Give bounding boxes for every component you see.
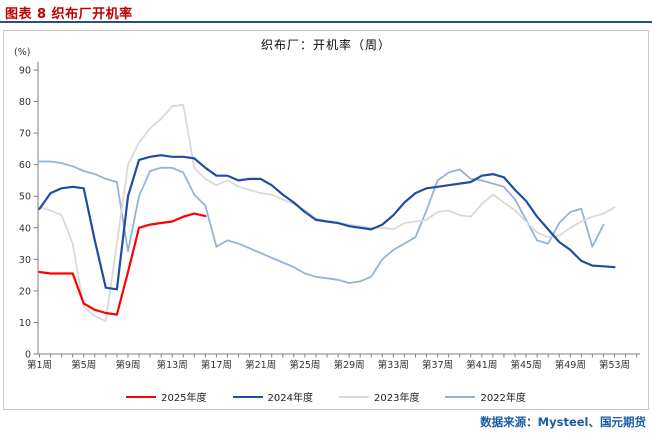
x-tick-label: 第1周 xyxy=(27,359,52,371)
legend-swatch xyxy=(126,395,157,398)
x-tick-label: 第9周 xyxy=(115,359,140,371)
series-line-2022年度 xyxy=(38,160,605,284)
x-tick-label: 第29周 xyxy=(334,359,365,371)
x-tick-label: 第5周 xyxy=(71,359,96,371)
series-line-2024年度 xyxy=(38,154,616,291)
legend-swatch xyxy=(232,395,263,398)
y-tick-label: 40 xyxy=(19,223,31,234)
legend-item: 2025年度 xyxy=(126,389,207,404)
chart-title: 织布厂：开机率（周） xyxy=(260,38,391,52)
x-tick-label: 第13周 xyxy=(157,359,188,371)
y-tick-label: 10 xyxy=(19,318,31,329)
x-tick-label: 第41周 xyxy=(466,359,497,371)
x-tick-label: 第53周 xyxy=(599,359,630,371)
y-tick-label: 90 xyxy=(19,66,31,77)
legend-swatch xyxy=(445,395,476,398)
y-tick-label: 20 xyxy=(19,286,31,297)
x-tick-label: 第45周 xyxy=(511,359,542,371)
x-tick-label: 第33周 xyxy=(378,359,409,371)
legend-item: 2023年度 xyxy=(339,389,419,404)
legend-item: 2022年度 xyxy=(445,389,526,404)
page-title: 图表 8 织布厂开机率 xyxy=(5,7,133,22)
x-tick-label: 第37周 xyxy=(422,359,453,371)
data-source: 数据来源：Mysteel、国元期货 xyxy=(480,415,646,429)
y-tick-label: 70 xyxy=(19,129,31,140)
y-tick-label: 30 xyxy=(19,255,31,266)
legend-item: 2024年度 xyxy=(232,389,313,404)
y-axis-unit-label: (%) xyxy=(14,47,31,58)
legend-label: 2024年度 xyxy=(267,393,313,404)
x-tick-label: 第25周 xyxy=(289,359,320,371)
x-tick-label: 第17周 xyxy=(201,359,232,371)
legend-label: 2025年度 xyxy=(161,393,207,404)
y-tick-label: 80 xyxy=(19,97,31,108)
x-tick-label: 第49周 xyxy=(555,359,586,371)
y-tick-label: 50 xyxy=(19,192,31,203)
series-line-2025年度 xyxy=(38,212,207,316)
x-tick-label: 第21周 xyxy=(245,359,276,371)
y-tick-label: 60 xyxy=(19,160,31,171)
legend-swatch xyxy=(339,395,369,398)
legend-label: 2022年度 xyxy=(480,393,526,404)
legend-label: 2023年度 xyxy=(374,393,420,404)
chart-legend: 2025年度 2024年度 2023年度 2022年度 xyxy=(0,389,652,404)
y-tick-label: 0 xyxy=(25,350,31,361)
title-divider xyxy=(0,21,652,23)
